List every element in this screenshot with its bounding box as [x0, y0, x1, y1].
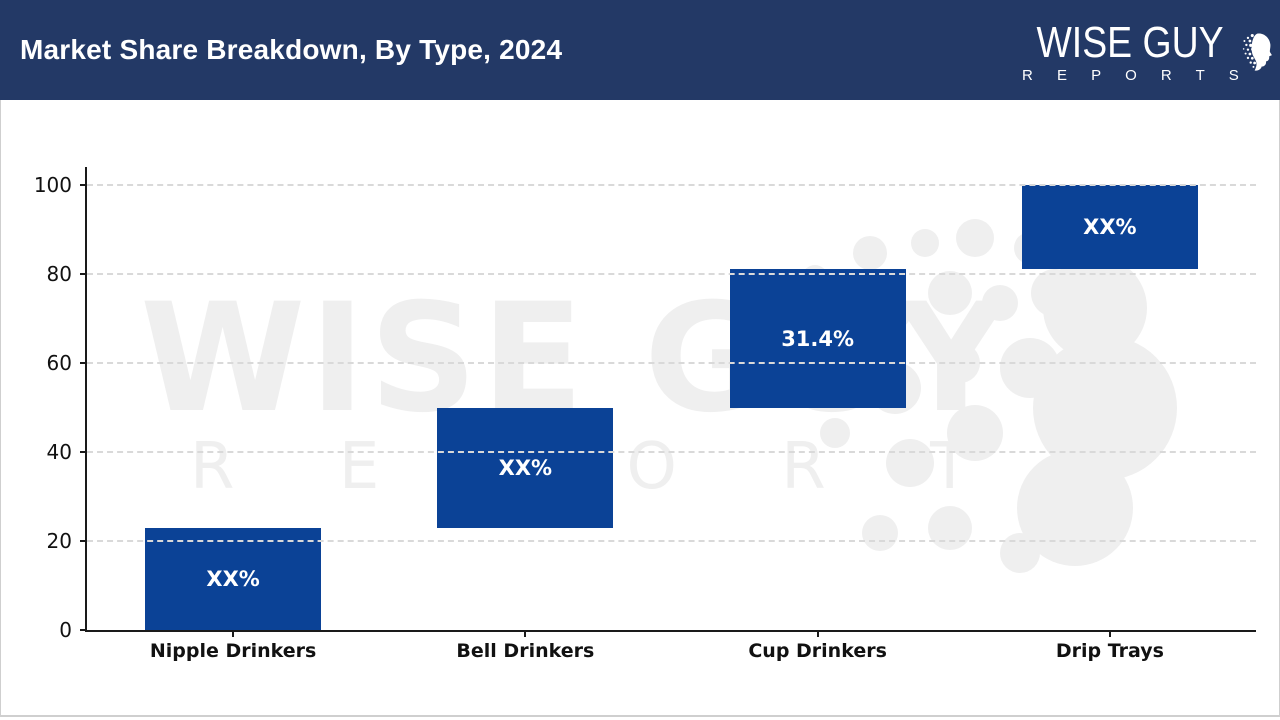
brand-logo: WISE GUY R E P O R T S — [1012, 6, 1272, 98]
y-axis-line — [85, 167, 87, 632]
x-category-label: Drip Trays — [1055, 640, 1164, 662]
x-tick — [1108, 630, 1111, 637]
x-tick — [524, 630, 527, 637]
watermark-face-dots — [802, 219, 1177, 573]
bar-value-label: XX% — [1083, 214, 1137, 239]
y-tick — [80, 362, 87, 364]
bar: 31.4% — [729, 268, 906, 409]
y-gridline — [87, 451, 1256, 453]
y-tick-label: 100 — [33, 173, 72, 197]
logo-wordmark-line2: R E P O R T S — [1022, 66, 1249, 84]
y-tick-label: 40 — [46, 440, 72, 464]
logo-wordmark: WISE GUY R E P O R T S — [1012, 17, 1249, 84]
y-tick — [80, 451, 87, 453]
y-tick — [80, 273, 87, 275]
logo-wordmark-line1: WISE GUY — [1036, 17, 1224, 67]
x-tick — [816, 630, 819, 637]
bar: XX% — [1021, 185, 1198, 269]
y-tick-label: 0 — [59, 618, 72, 642]
x-tick — [232, 630, 235, 637]
x-category-label: Bell Drinkers — [456, 640, 595, 662]
bar: XX% — [437, 408, 614, 528]
x-category-label: Cup Drinkers — [748, 640, 887, 662]
y-tick — [80, 540, 87, 542]
bar: XX% — [145, 527, 322, 630]
y-tick — [80, 629, 87, 631]
y-gridline — [87, 540, 1256, 542]
bar-value-label: XX% — [206, 566, 260, 591]
bar-value-label: XX% — [498, 456, 553, 480]
header-bar: Market Share Breakdown, By Type, 2024 WI… — [0, 0, 1280, 100]
logo-face-icon — [1242, 33, 1272, 71]
y-tick-label: 60 — [46, 351, 72, 375]
y-gridline — [87, 362, 1256, 364]
y-tick — [80, 184, 87, 186]
y-gridline — [87, 184, 1256, 186]
y-tick-label: 20 — [46, 529, 72, 553]
y-tick-label: 80 — [46, 262, 72, 286]
bar-value-label: 31.4% — [781, 326, 855, 351]
y-gridline — [87, 273, 1256, 275]
x-category-label: Nipple Drinkers — [149, 640, 317, 662]
page-title: Market Share Breakdown, By Type, 2024 — [20, 34, 563, 65]
x-axis-line — [85, 630, 1256, 632]
